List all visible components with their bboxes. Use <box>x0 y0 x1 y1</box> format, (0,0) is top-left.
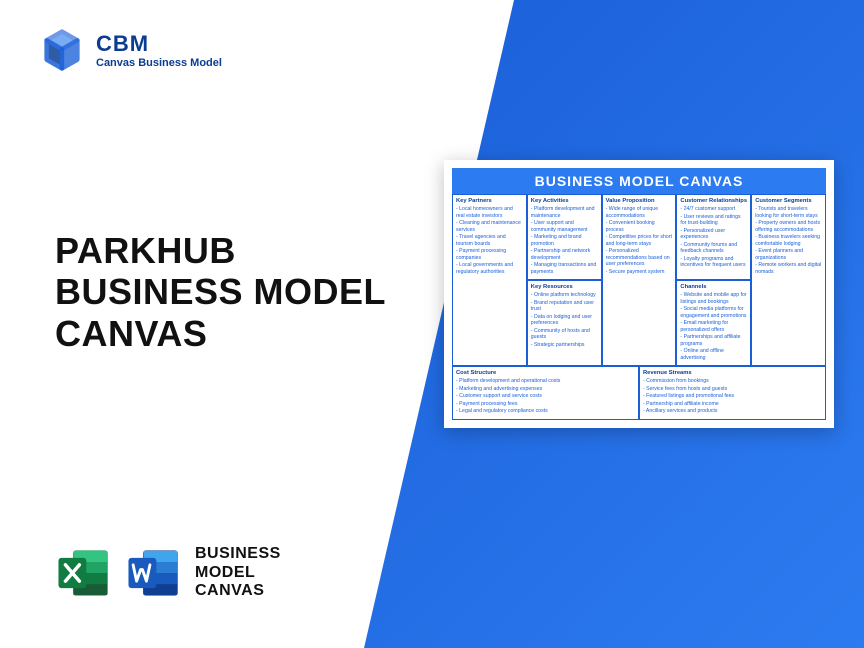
bmc-title: BUSINESS MODEL CANVAS <box>452 168 826 194</box>
bmc-grid: Key PartnersLocal homeowners and real es… <box>452 194 826 366</box>
cell-cust-seg: Customer SegmentsTourists and travelers … <box>751 194 826 366</box>
cell-key-resources: Key ResourcesOnline platform technologyB… <box>527 280 602 366</box>
brand-abbr: CBM <box>96 31 222 57</box>
brand-tagline: Canvas Business Model <box>96 57 222 69</box>
cell-channels: ChannelsWebsite and mobile app for listi… <box>676 280 751 366</box>
brand-logo: CBM Canvas Business Model <box>40 28 222 72</box>
excel-icon <box>55 544 113 602</box>
cell-key-partners: Key PartnersLocal homeowners and real es… <box>452 194 527 366</box>
bmc-preview: BUSINESS MODEL CANVAS Key PartnersLocal … <box>444 160 834 428</box>
cell-value-prop: Value PropositionWide range of unique ac… <box>602 194 677 366</box>
word-icon <box>125 544 183 602</box>
title-line: CANVAS <box>55 313 386 354</box>
cell-key-activities: Key ActivitiesPlatform development and m… <box>527 194 602 280</box>
cbm-logo-icon <box>40 28 84 72</box>
cell-cust-rel: Customer Relationships24/7 customer supp… <box>676 194 751 280</box>
bmc-bottom: Cost StructurePlatform development and o… <box>452 366 826 420</box>
footer-label: BUSINESS MODEL CANVAS <box>195 545 281 600</box>
cell-cost: Cost StructurePlatform development and o… <box>452 366 639 420</box>
footer-apps: BUSINESS MODEL CANVAS <box>55 544 281 602</box>
title-line: BUSINESS MODEL <box>55 271 386 312</box>
cell-revenue: Revenue StreamsCommission from bookingsS… <box>639 366 826 420</box>
page-title: PARKHUB BUSINESS MODEL CANVAS <box>55 230 386 354</box>
title-line: PARKHUB <box>55 230 386 271</box>
